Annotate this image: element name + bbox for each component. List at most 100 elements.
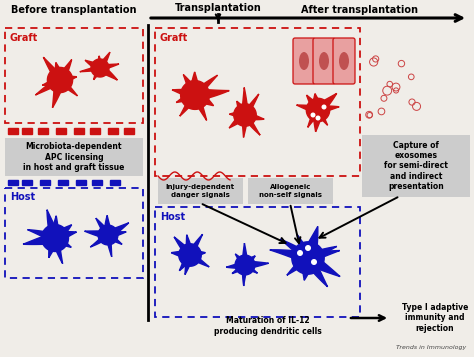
Polygon shape (51, 237, 63, 263)
Polygon shape (305, 252, 340, 277)
Text: Graft: Graft (160, 33, 188, 43)
Bar (108, 128, 118, 134)
Circle shape (305, 245, 311, 251)
Polygon shape (244, 111, 264, 120)
Polygon shape (187, 234, 202, 257)
Text: Host: Host (160, 212, 185, 222)
Ellipse shape (299, 52, 309, 70)
Polygon shape (172, 90, 196, 100)
Polygon shape (186, 235, 194, 256)
Polygon shape (98, 65, 118, 80)
Text: Allogeneic
non-self signals: Allogeneic non-self signals (259, 185, 322, 197)
Polygon shape (314, 94, 337, 114)
Polygon shape (287, 255, 311, 275)
Bar (8, 128, 18, 134)
Polygon shape (53, 234, 71, 247)
Polygon shape (85, 60, 102, 71)
Polygon shape (91, 59, 109, 77)
Bar (40, 180, 50, 185)
Bar (56, 128, 66, 134)
Polygon shape (104, 215, 112, 235)
Bar (158, 178, 243, 204)
Polygon shape (59, 75, 77, 85)
Polygon shape (23, 232, 56, 245)
Polygon shape (93, 67, 102, 80)
Polygon shape (56, 60, 72, 82)
Polygon shape (180, 93, 198, 116)
Polygon shape (312, 109, 324, 132)
Ellipse shape (319, 52, 329, 70)
Polygon shape (188, 252, 209, 267)
Polygon shape (301, 226, 318, 260)
Circle shape (316, 116, 320, 121)
Polygon shape (307, 251, 340, 263)
Polygon shape (80, 66, 100, 72)
Bar (76, 180, 86, 185)
Text: Graft: Graft (10, 33, 38, 43)
Polygon shape (242, 265, 248, 286)
Polygon shape (176, 91, 197, 102)
Bar (22, 128, 32, 134)
Polygon shape (232, 262, 246, 273)
Polygon shape (315, 108, 328, 125)
Polygon shape (292, 242, 324, 274)
Polygon shape (58, 77, 77, 96)
Polygon shape (270, 250, 309, 263)
Polygon shape (301, 257, 315, 280)
Polygon shape (242, 87, 248, 115)
Polygon shape (280, 239, 310, 262)
Bar (74, 128, 84, 134)
Polygon shape (242, 115, 248, 137)
FancyBboxPatch shape (333, 38, 355, 84)
Polygon shape (194, 89, 229, 101)
Polygon shape (42, 225, 69, 251)
Circle shape (310, 112, 316, 117)
Bar (362, 135, 470, 197)
Polygon shape (97, 56, 103, 68)
Polygon shape (191, 93, 207, 120)
Polygon shape (91, 232, 109, 247)
Polygon shape (306, 246, 337, 262)
Polygon shape (183, 75, 199, 97)
Polygon shape (98, 225, 118, 245)
Polygon shape (242, 94, 259, 117)
Polygon shape (229, 112, 248, 128)
Bar (110, 180, 120, 185)
Polygon shape (297, 105, 319, 114)
Polygon shape (50, 216, 60, 238)
Polygon shape (174, 237, 193, 258)
Polygon shape (185, 254, 194, 275)
Bar (22, 180, 32, 185)
Bar (5, 28, 143, 123)
Polygon shape (244, 263, 257, 273)
FancyBboxPatch shape (293, 38, 315, 84)
Polygon shape (171, 250, 191, 260)
Polygon shape (97, 52, 110, 70)
Ellipse shape (339, 52, 349, 70)
Circle shape (297, 250, 303, 256)
Polygon shape (235, 255, 255, 275)
Text: Type I adaptive
immunity and
rejection: Type I adaptive immunity and rejection (402, 303, 468, 333)
Polygon shape (191, 89, 213, 106)
Circle shape (321, 105, 327, 110)
Bar (8, 180, 18, 185)
Polygon shape (189, 72, 201, 95)
Circle shape (311, 259, 317, 265)
Polygon shape (55, 62, 65, 81)
Polygon shape (179, 244, 201, 266)
Polygon shape (181, 81, 210, 109)
Polygon shape (192, 75, 218, 98)
Text: Capture of
exosomes
for semi-direct
and indirect
presentation: Capture of exosomes for semi-direct and … (384, 141, 448, 191)
Polygon shape (235, 254, 247, 267)
Text: After transplantation: After transplantation (301, 5, 419, 15)
Text: Microbiota-dependent
APC licensing
in host and graft tissue: Microbiota-dependent APC licensing in ho… (23, 142, 125, 172)
Polygon shape (105, 235, 112, 257)
Text: Transplantation: Transplantation (174, 3, 261, 13)
Polygon shape (53, 79, 65, 108)
Polygon shape (229, 111, 245, 119)
Text: Before transplantation: Before transplantation (11, 5, 137, 15)
Bar (155, 207, 360, 317)
Polygon shape (27, 230, 56, 242)
Polygon shape (226, 261, 246, 268)
Polygon shape (297, 234, 312, 260)
